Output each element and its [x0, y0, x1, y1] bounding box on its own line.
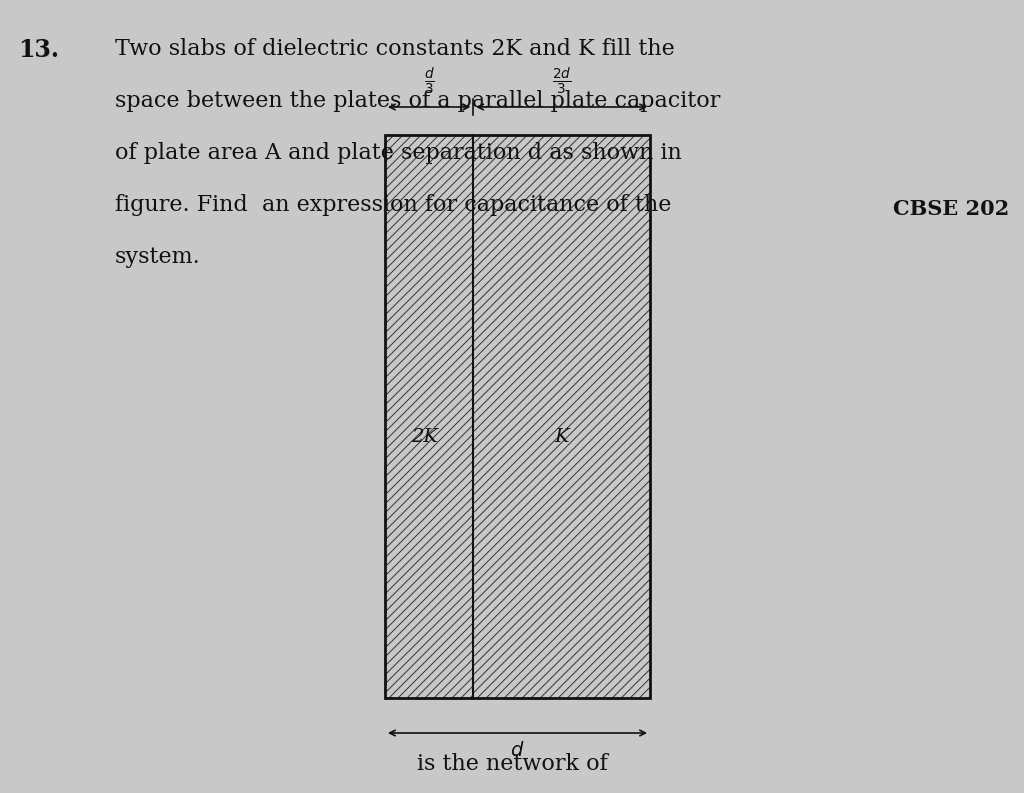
Text: system.: system.: [115, 246, 201, 268]
Text: 13.: 13.: [18, 38, 59, 62]
Text: $\frac{d}{3}$: $\frac{d}{3}$: [424, 66, 434, 97]
Text: $\frac{2d}{3}$: $\frac{2d}{3}$: [552, 66, 571, 97]
Text: space between the plates of a parallel plate capacitor: space between the plates of a parallel p…: [115, 90, 720, 112]
Text: is the network of: is the network of: [417, 753, 607, 775]
Text: of plate area A and plate separation d as shown in: of plate area A and plate separation d a…: [115, 142, 682, 164]
Text: $d$: $d$: [510, 741, 524, 760]
Bar: [385, 135, 650, 698]
Text: 2K: 2K: [411, 427, 437, 446]
Text: Two slabs of dielectric constants 2K and K fill the: Two slabs of dielectric constants 2K and…: [115, 38, 675, 60]
Text: figure. Find  an expression for capacitance of the: figure. Find an expression for capacitan…: [115, 194, 672, 216]
Text: CBSE 202: CBSE 202: [893, 199, 1009, 219]
Text: K: K: [554, 427, 569, 446]
